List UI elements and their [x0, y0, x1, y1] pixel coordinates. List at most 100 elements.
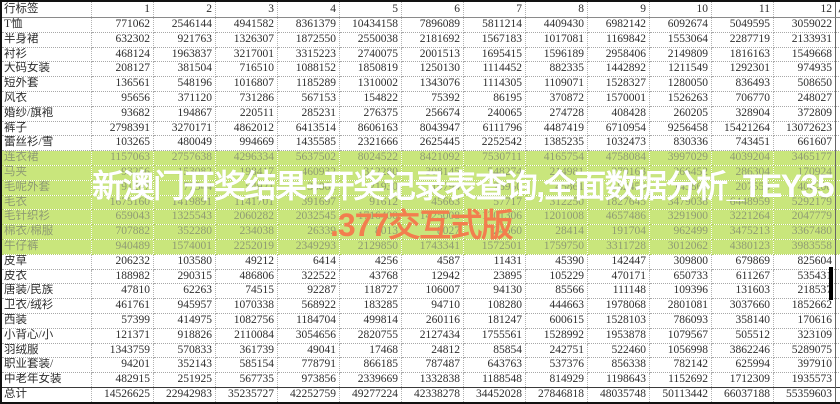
value-cell[interactable]: 371120	[154, 91, 216, 106]
value-cell[interactable]: 2181692	[402, 32, 464, 47]
value-cell[interactable]: 5289075	[774, 343, 836, 358]
value-cell[interactable]: 3221264	[712, 210, 774, 225]
value-cell[interactable]: 786093	[650, 313, 712, 328]
value-cell[interactable]: 600615	[526, 313, 588, 328]
value-cell[interactable]: 206232	[92, 254, 154, 269]
value-cell[interactable]: 6111796	[464, 121, 526, 136]
value-cell[interactable]: 372809	[774, 106, 836, 121]
value-cell[interactable]: 814929	[526, 373, 588, 388]
row-total-cell[interactable]: 9386449	[836, 225, 840, 240]
value-cell[interactable]: 1056998	[650, 343, 712, 358]
value-cell[interactable]: 1326307	[216, 32, 278, 47]
value-cell[interactable]: 191704	[588, 225, 650, 240]
row-total-cell[interactable]: 24939564	[836, 210, 840, 225]
value-cell[interactable]: 940489	[92, 239, 154, 254]
row-label-cell[interactable]: 裤子	[1, 121, 92, 136]
value-cell[interactable]: 866185	[340, 358, 402, 373]
value-cell[interactable]: 111148	[588, 284, 650, 299]
row-total-cell[interactable]: 66354491	[836, 18, 840, 33]
value-cell[interactable]: 2047779	[774, 210, 836, 225]
value-cell[interactable]: 48035748	[588, 387, 650, 402]
value-cell[interactable]: 8043947	[402, 121, 464, 136]
row-label-header[interactable]: 行标签	[1, 1, 92, 18]
value-cell[interactable]: 1184704	[278, 313, 340, 328]
value-cell[interactable]: 825604	[774, 254, 836, 269]
value-cell[interactable]: 568922	[278, 299, 340, 314]
row-total-cell[interactable]: 12413706	[836, 62, 840, 77]
row-total-cell[interactable]: 2388822	[836, 254, 840, 269]
value-cell[interactable]: 370872	[526, 91, 588, 106]
value-cell[interactable]: 771062	[92, 18, 154, 33]
value-cell[interactable]: 1280050	[650, 77, 712, 92]
value-cell[interactable]: 1292301	[712, 62, 774, 77]
value-cell[interactable]: 1850819	[340, 62, 402, 77]
value-cell[interactable]: 1872550	[278, 32, 340, 47]
value-cell[interactable]: 1712309	[712, 373, 774, 388]
month-column-header[interactable]: 5	[340, 1, 402, 18]
value-cell[interactable]: 154822	[340, 91, 402, 106]
value-cell[interactable]: 85854	[464, 343, 526, 358]
value-cell[interactable]: 23895	[464, 269, 526, 284]
value-cell[interactable]: 1528103	[588, 313, 650, 328]
value-cell[interactable]: 1953878	[588, 328, 650, 343]
value-cell[interactable]: 882335	[526, 62, 588, 77]
value-cell[interactable]: 659043	[92, 210, 154, 225]
row-total-cell[interactable]: 29008715	[836, 239, 840, 254]
value-cell[interactable]: 13072623	[774, 121, 836, 136]
value-cell[interactable]: 2958406	[588, 47, 650, 62]
value-cell[interactable]: 1596189	[526, 47, 588, 62]
row-label-cell[interactable]: 连衣裙	[1, 151, 92, 166]
value-cell[interactable]: 3983558	[774, 239, 836, 254]
row-label-cell[interactable]: 牛仔裤	[1, 239, 92, 254]
value-cell[interactable]: 716510	[216, 62, 278, 77]
value-cell[interactable]: 24812	[402, 343, 464, 358]
value-cell[interactable]: 567735	[216, 373, 278, 388]
value-cell[interactable]: 548196	[154, 77, 216, 92]
value-cell[interactable]: 121371	[92, 328, 154, 343]
value-cell[interactable]: 1574001	[154, 239, 216, 254]
value-cell[interactable]: 103265	[92, 136, 154, 151]
value-cell[interactable]: 3475213	[712, 225, 774, 240]
value-cell[interactable]: 2546144	[154, 18, 216, 33]
value-cell[interactable]: 918826	[154, 328, 216, 343]
value-cell[interactable]: 85566	[526, 284, 588, 299]
value-cell[interactable]: 74515	[216, 284, 278, 299]
value-cell[interactable]: 17468	[340, 343, 402, 358]
value-cell[interactable]: 5811214	[464, 18, 526, 33]
month-column-header[interactable]: 6	[402, 1, 464, 18]
value-cell[interactable]: 945957	[154, 299, 216, 314]
value-cell[interactable]: 522460	[588, 343, 650, 358]
row-total-cell[interactable]: 3742061	[836, 269, 840, 284]
row-total-cell[interactable]: 14866323	[836, 136, 840, 151]
value-cell[interactable]: 93682	[92, 106, 154, 121]
row-total-cell[interactable]: 58250110	[836, 151, 840, 166]
value-cell[interactable]: 1114305	[464, 77, 526, 92]
value-cell[interactable]: 508650	[774, 77, 836, 92]
value-cell[interactable]: 444663	[526, 299, 588, 314]
value-cell[interactable]: 921763	[154, 32, 216, 47]
row-total-cell[interactable]: 7307484	[836, 358, 840, 373]
value-cell[interactable]: 15421264	[712, 121, 774, 136]
row-label-cell[interactable]: 短外套	[1, 77, 92, 92]
value-cell[interactable]: 505512	[712, 328, 774, 343]
value-cell[interactable]: 3054656	[278, 328, 340, 343]
month-column-header[interactable]: 10	[650, 1, 712, 18]
value-cell[interactable]: 2060282	[216, 210, 278, 225]
value-cell[interactable]: 352143	[154, 358, 216, 373]
value-cell[interactable]: 142447	[588, 254, 650, 269]
value-cell[interactable]: 1201008	[526, 210, 588, 225]
value-cell[interactable]: 1755561	[464, 328, 526, 343]
value-cell[interactable]: 1250130	[402, 62, 464, 77]
value-cell[interactable]: 34452028	[464, 387, 526, 402]
value-cell[interactable]: 2339669	[340, 373, 402, 388]
value-cell[interactable]: 274728	[526, 106, 588, 121]
row-label-cell[interactable]: 西装	[1, 313, 92, 328]
value-cell[interactable]: 1816163	[712, 47, 774, 62]
value-cell[interactable]: 2287719	[712, 32, 774, 47]
value-cell[interactable]: 95656	[92, 91, 154, 106]
row-total-cell[interactable]: 13427036	[836, 343, 840, 358]
value-cell[interactable]: 309800	[650, 254, 712, 269]
value-cell[interactable]: 962499	[650, 225, 712, 240]
value-cell[interactable]: 1528992	[526, 328, 588, 343]
value-cell[interactable]: 10434158	[340, 18, 402, 33]
